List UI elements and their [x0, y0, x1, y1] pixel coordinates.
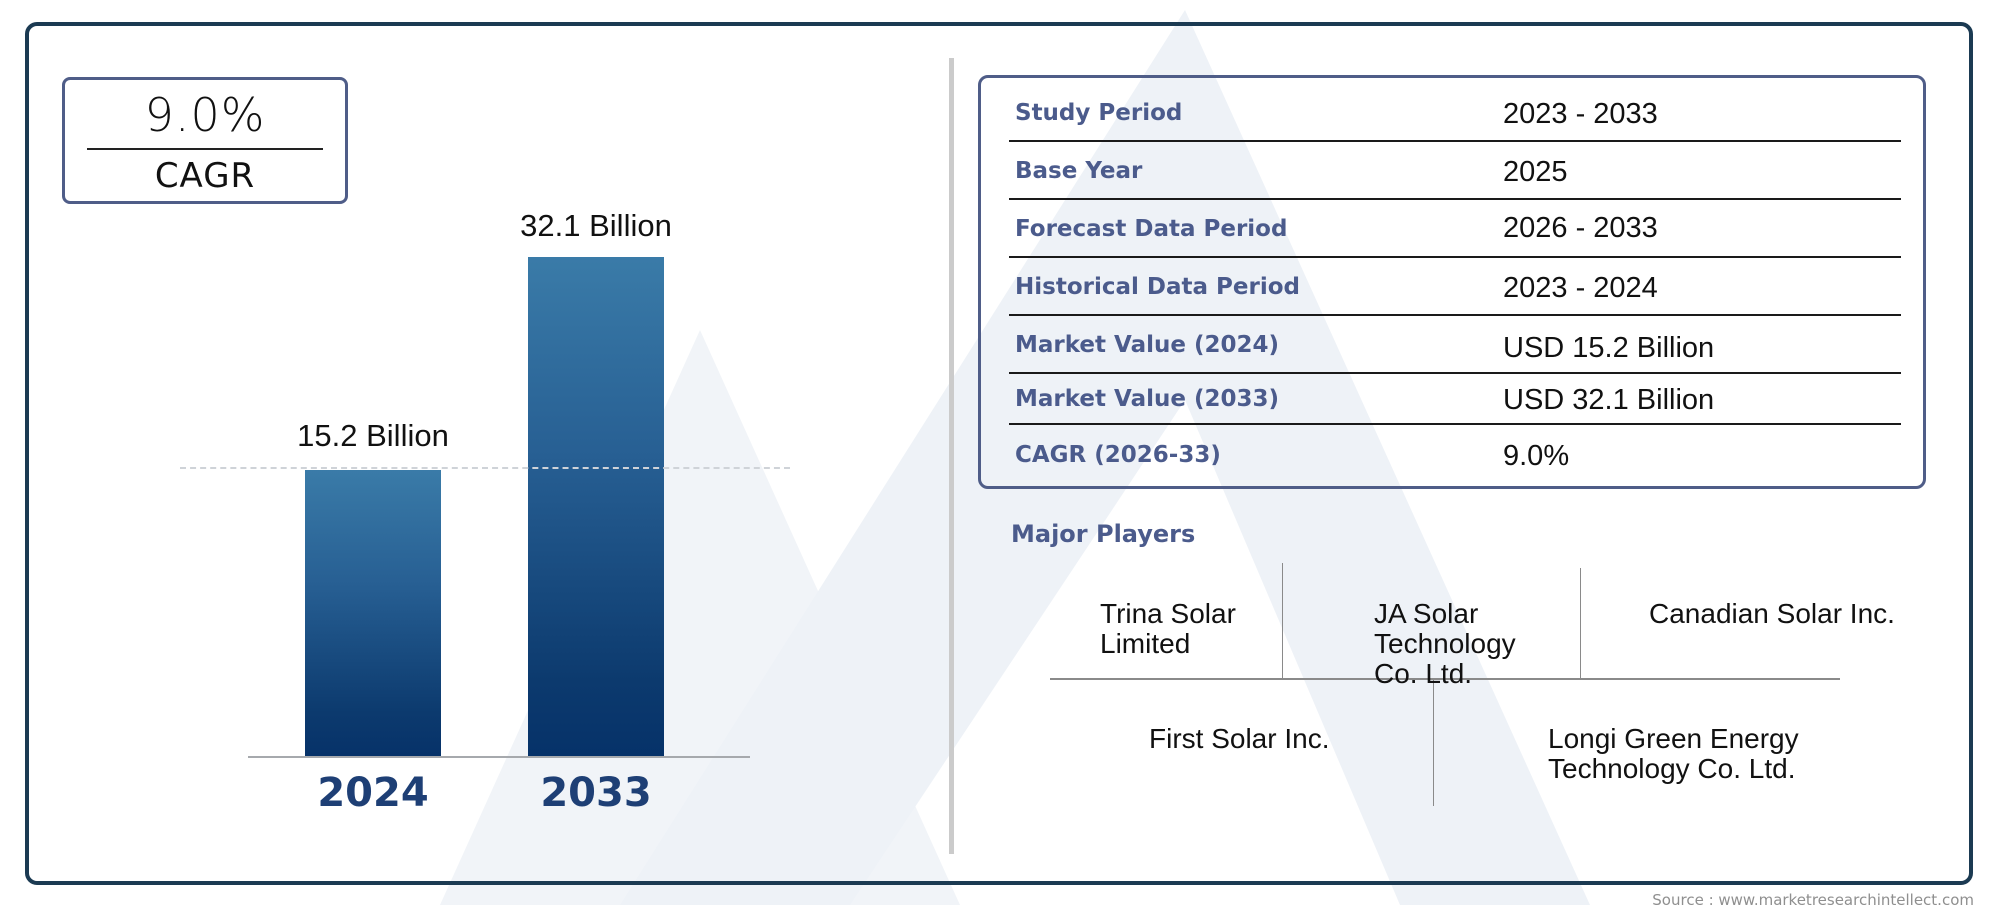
summary-row: Forecast Data Period 2026 - 2033: [1009, 208, 1901, 266]
row-label: Market Value (2024): [1015, 332, 1279, 358]
chart-baseline: [248, 756, 750, 758]
bar-value-label-2024: 15.2 Billion: [297, 418, 449, 453]
summary-row: Market Value (2033) USD 32.1 Billion: [1009, 378, 1901, 436]
row-divider: [1009, 140, 1901, 142]
row-label: Historical Data Period: [1015, 274, 1300, 300]
player-first-solar: First Solar Inc.: [1149, 723, 1330, 754]
bar-2024: [305, 470, 441, 756]
grid-divider: [1050, 678, 1840, 680]
player-ja-solar: JA Solar Technology Co. Ltd.: [1374, 598, 1516, 689]
row-value: USD 32.1 Billion: [1503, 384, 1715, 416]
row-value: USD 15.2 Billion: [1503, 332, 1715, 364]
row-value: 2023 - 2033: [1503, 98, 1658, 130]
row-divider: [1009, 198, 1901, 200]
row-divider: [1009, 372, 1901, 374]
bar-value-label-2033: 32.1 Billion: [520, 208, 672, 243]
row-value: 2023 - 2024: [1503, 272, 1658, 304]
vertical-divider: [949, 58, 954, 854]
player-longi-green-energy: Longi Green Energy Technology Co. Ltd.: [1548, 723, 1799, 784]
row-label: CAGR (2026-33): [1015, 442, 1221, 468]
summary-table: Study Period 2023 - 2033 Base Year 2025 …: [978, 75, 1926, 489]
summary-row: Study Period 2023 - 2033: [1009, 92, 1901, 150]
grid-divider: [1580, 568, 1581, 678]
row-label: Study Period: [1015, 100, 1183, 126]
grid-divider: [1282, 563, 1283, 678]
row-label: Base Year: [1015, 158, 1143, 184]
summary-row: Market Value (2024) USD 15.2 Billion: [1009, 324, 1901, 382]
summary-row: Base Year 2025: [1009, 150, 1901, 208]
row-divider: [1009, 314, 1901, 316]
grid-divider: [1433, 680, 1434, 806]
summary-row: Historical Data Period 2023 - 2024: [1009, 266, 1901, 324]
row-label: Market Value (2033): [1015, 386, 1279, 412]
x-label-2033: 2033: [540, 770, 652, 816]
source-attribution: Source : www.marketresearchintellect.com: [1652, 891, 1974, 909]
row-value: 2026 - 2033: [1503, 212, 1658, 244]
cagr-label: CAGR: [154, 156, 256, 196]
cagr-divider: [87, 148, 323, 150]
player-canadian-solar: Canadian Solar Inc.: [1649, 598, 1895, 629]
outer-frame: [25, 22, 1973, 885]
row-value: 9.0%: [1503, 440, 1570, 472]
row-divider: [1009, 256, 1901, 258]
player-trina-solar: Trina Solar Limited: [1100, 598, 1236, 659]
bar-2033: [528, 257, 664, 756]
cagr-value: 9.0%: [144, 88, 266, 142]
cagr-badge: 9.0% CAGR: [62, 77, 348, 204]
reference-dashed-line: [180, 467, 790, 469]
row-label: Forecast Data Period: [1015, 216, 1288, 242]
row-divider: [1009, 423, 1901, 425]
row-value: 2025: [1503, 156, 1568, 188]
x-label-2024: 2024: [317, 770, 429, 816]
summary-row: CAGR (2026-33) 9.0%: [1009, 434, 1901, 492]
major-players-title: Major Players: [1011, 520, 1196, 548]
